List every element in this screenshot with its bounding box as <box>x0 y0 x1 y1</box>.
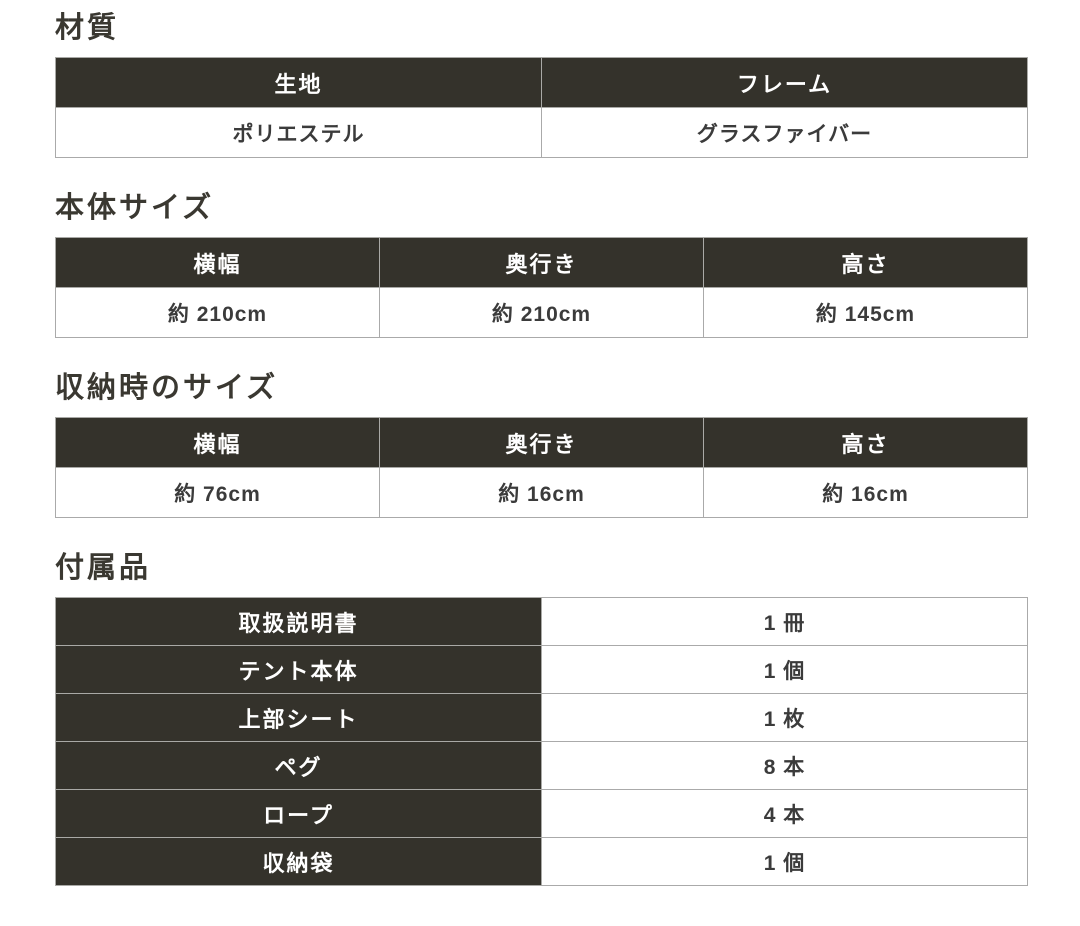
accessory-value-ropes: 4 本 <box>541 789 1028 838</box>
accessory-label-manual: 取扱説明書 <box>55 597 542 646</box>
accessory-label-pegs: ペグ <box>55 741 542 790</box>
storage-size-value-depth: 約 16cm <box>379 467 704 518</box>
section-material-title: 材質 <box>55 12 120 44</box>
accessory-label-ropes: ロープ <box>55 789 542 838</box>
accessory-value-top-sheet: 1 枚 <box>541 693 1028 742</box>
section-body-size: 本体サイズ 横幅 奥行き 高さ 約 210cm 約 210cm 約 145cm <box>55 192 1028 338</box>
accessory-value-tent-body: 1 個 <box>541 645 1028 694</box>
section-material: 材質 生地 フレーム ポリエステル グラスファイバー <box>55 12 1028 158</box>
accessory-row-pegs: ペグ 8 本 <box>55 741 1028 790</box>
accessories-table: 取扱説明書 1 冊 テント本体 1 個 上部シート 1 枚 ペグ 8 本 ロープ <box>55 597 1028 886</box>
body-size-header-row: 横幅 奥行き 高さ <box>55 237 1028 288</box>
storage-size-value-row: 約 76cm 約 16cm 約 16cm <box>55 467 1028 518</box>
accessory-label-storage-bag: 収納袋 <box>55 837 542 886</box>
body-size-header-depth: 奥行き <box>379 237 704 288</box>
storage-size-header-width: 横幅 <box>55 417 380 468</box>
accessory-label-top-sheet: 上部シート <box>55 693 542 742</box>
material-value-fabric: ポリエステル <box>55 107 542 158</box>
body-size-value-row: 約 210cm 約 210cm 約 145cm <box>55 287 1028 338</box>
storage-size-value-width: 約 76cm <box>55 467 380 518</box>
accessory-row-top-sheet: 上部シート 1 枚 <box>55 693 1028 742</box>
section-accessories-title: 付属品 <box>55 552 152 584</box>
storage-size-table: 横幅 奥行き 高さ 約 76cm 約 16cm 約 16cm <box>55 417 1028 518</box>
section-body-size-title: 本体サイズ <box>55 192 215 224</box>
storage-size-header-row: 横幅 奥行き 高さ <box>55 417 1028 468</box>
body-size-value-depth: 約 210cm <box>379 287 704 338</box>
accessory-row-storage-bag: 収納袋 1 個 <box>55 837 1028 886</box>
storage-size-header-depth: 奥行き <box>379 417 704 468</box>
material-table: 生地 フレーム ポリエステル グラスファイバー <box>55 57 1028 158</box>
storage-size-header-height: 高さ <box>703 417 1028 468</box>
section-accessories: 付属品 取扱説明書 1 冊 テント本体 1 個 上部シート 1 枚 ペグ 8 本 <box>55 552 1028 886</box>
section-storage-size: 収納時のサイズ 横幅 奥行き 高さ 約 76cm 約 16cm 約 16cm <box>55 372 1028 518</box>
accessory-row-ropes: ロープ 4 本 <box>55 789 1028 838</box>
material-header-frame: フレーム <box>541 57 1028 108</box>
body-size-value-height: 約 145cm <box>703 287 1028 338</box>
section-storage-size-title: 収納時のサイズ <box>55 372 279 404</box>
accessory-row-tent-body: テント本体 1 個 <box>55 645 1028 694</box>
body-size-header-width: 横幅 <box>55 237 380 288</box>
accessory-label-tent-body: テント本体 <box>55 645 542 694</box>
storage-size-value-height: 約 16cm <box>703 467 1028 518</box>
material-header-fabric: 生地 <box>55 57 542 108</box>
body-size-table: 横幅 奥行き 高さ 約 210cm 約 210cm 約 145cm <box>55 237 1028 338</box>
accessory-row-manual: 取扱説明書 1 冊 <box>55 597 1028 646</box>
body-size-value-width: 約 210cm <box>55 287 380 338</box>
accessory-value-storage-bag: 1 個 <box>541 837 1028 886</box>
material-value-frame: グラスファイバー <box>541 107 1028 158</box>
body-size-header-height: 高さ <box>703 237 1028 288</box>
material-header-row: 生地 フレーム <box>55 57 1028 108</box>
accessory-value-pegs: 8 本 <box>541 741 1028 790</box>
accessory-value-manual: 1 冊 <box>541 597 1028 646</box>
material-value-row: ポリエステル グラスファイバー <box>55 107 1028 158</box>
